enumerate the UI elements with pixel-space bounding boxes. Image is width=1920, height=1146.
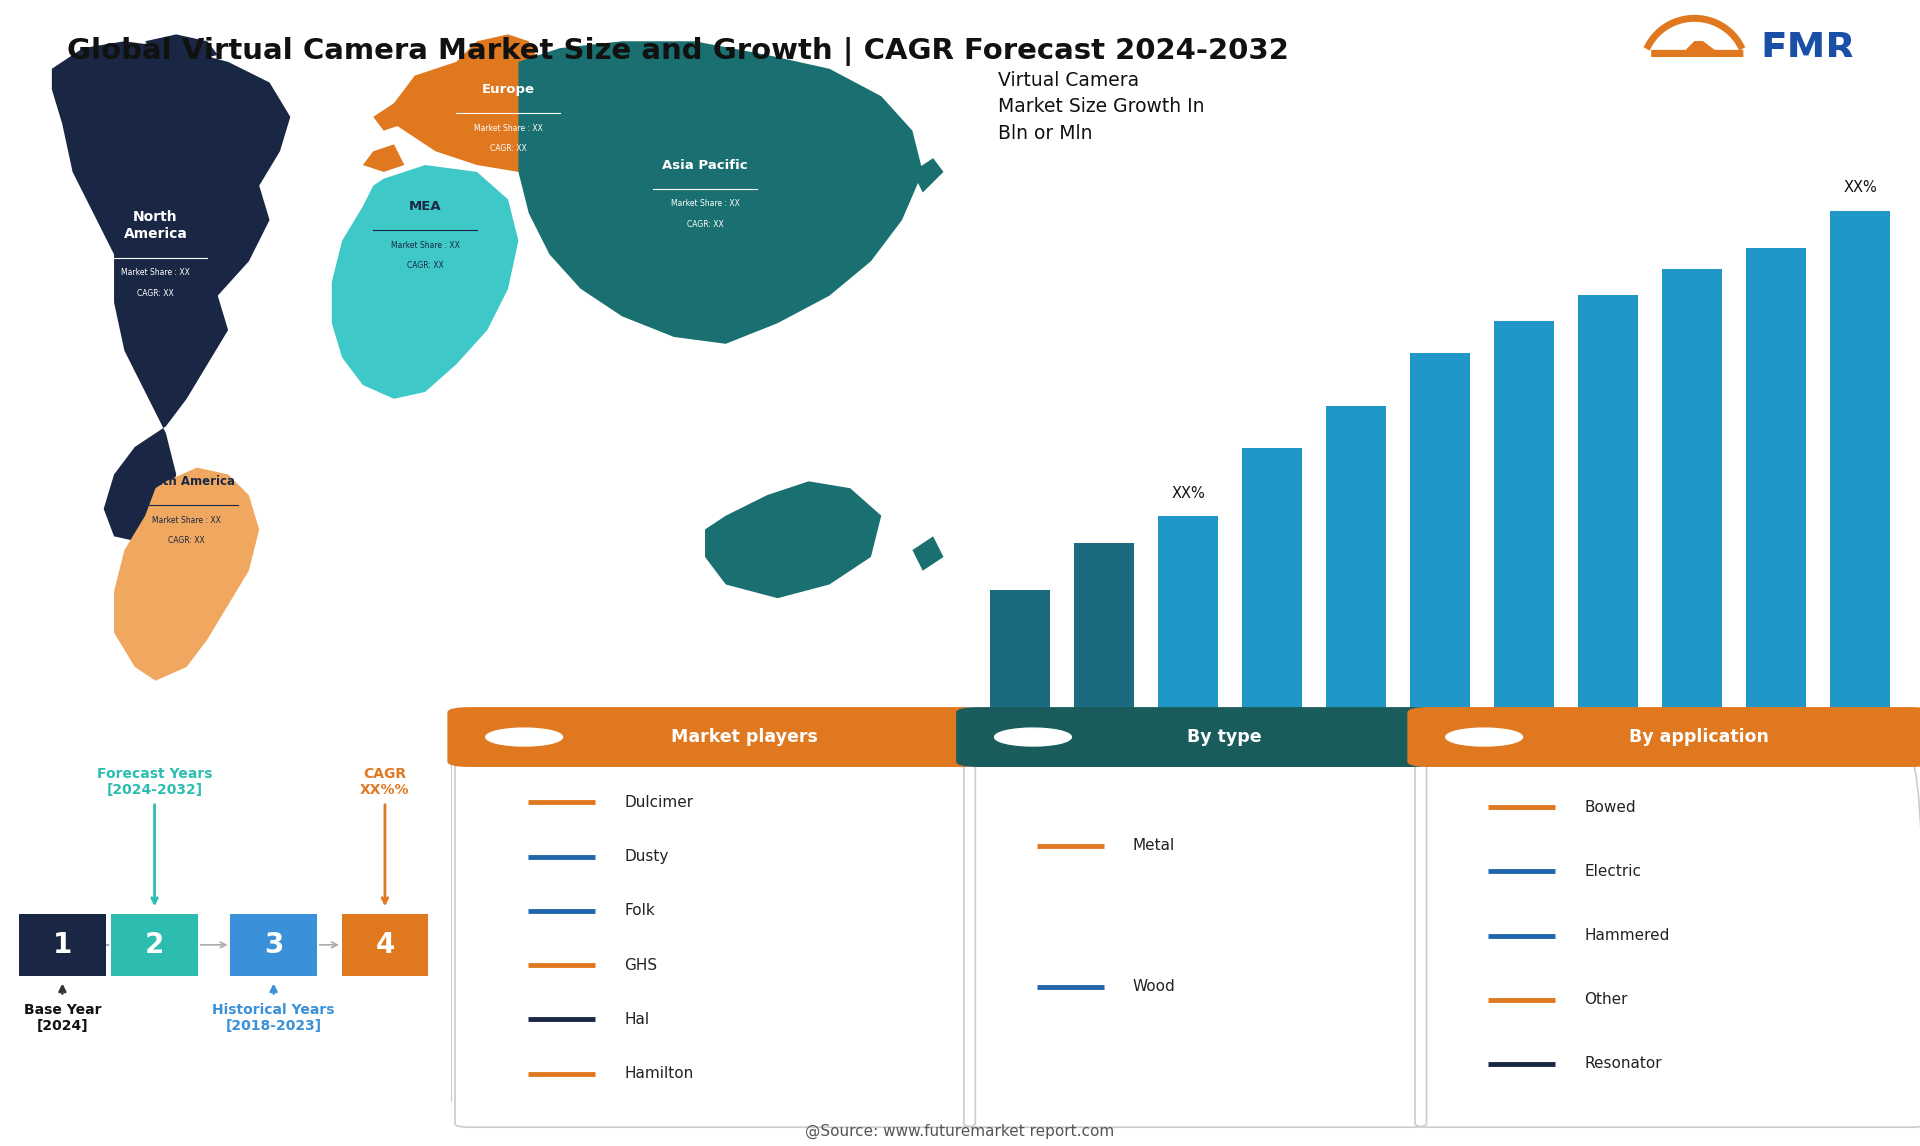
- Text: Market Share : XX: Market Share : XX: [121, 268, 190, 277]
- Polygon shape: [332, 165, 518, 399]
- Polygon shape: [518, 41, 924, 344]
- Text: MEA: MEA: [409, 201, 442, 213]
- Text: XX%: XX%: [1171, 486, 1206, 501]
- Text: Hammered: Hammered: [1584, 928, 1668, 943]
- Text: Market Share : XX: Market Share : XX: [670, 199, 739, 209]
- Text: Asia Pacific: Asia Pacific: [662, 159, 747, 172]
- Text: @Source: www.futuremarket report.com: @Source: www.futuremarket report.com: [804, 1124, 1116, 1139]
- Bar: [1409, 353, 1471, 722]
- Bar: [1242, 448, 1302, 722]
- Text: XX%: XX%: [1843, 180, 1878, 195]
- Text: Folk: Folk: [624, 903, 655, 918]
- Bar: [1158, 517, 1217, 722]
- Text: FUTURE MARKET REPORT: FUTURE MARKET REPORT: [1761, 91, 1849, 97]
- Text: Hamilton: Hamilton: [624, 1066, 693, 1082]
- Circle shape: [1446, 728, 1523, 746]
- FancyBboxPatch shape: [956, 707, 1434, 767]
- Text: CAGR
XX%%: CAGR XX%%: [361, 767, 409, 798]
- Bar: [230, 913, 317, 976]
- Text: By type: By type: [1187, 728, 1261, 746]
- Text: CAGR: XX: CAGR: XX: [136, 289, 175, 298]
- Text: Europe: Europe: [482, 84, 534, 96]
- Text: Resonator: Resonator: [1584, 1057, 1661, 1072]
- Text: 4: 4: [374, 931, 396, 959]
- Text: Historical Years
[2018-2023]: Historical Years [2018-2023]: [213, 1003, 334, 1034]
- Bar: [1745, 248, 1807, 722]
- Polygon shape: [705, 481, 881, 598]
- Polygon shape: [457, 34, 540, 62]
- Bar: [19, 913, 106, 976]
- Polygon shape: [52, 41, 290, 543]
- Text: Market Share : XX: Market Share : XX: [474, 124, 543, 133]
- Text: GHS: GHS: [624, 958, 657, 973]
- Text: Other: Other: [1584, 992, 1628, 1007]
- Text: Bowed: Bowed: [1584, 800, 1636, 815]
- Text: CAGR: XX: CAGR: XX: [490, 144, 526, 154]
- FancyBboxPatch shape: [447, 707, 983, 767]
- Text: 2: 2: [144, 931, 165, 959]
- Text: Forecast Years
[2024-2032]: Forecast Years [2024-2032]: [96, 767, 213, 798]
- Polygon shape: [363, 144, 405, 172]
- Text: FMR: FMR: [1761, 31, 1857, 69]
- Polygon shape: [146, 34, 217, 62]
- Text: 1: 1: [52, 931, 73, 959]
- Text: Market players: Market players: [670, 728, 818, 746]
- Polygon shape: [912, 158, 943, 193]
- Text: South America: South America: [138, 476, 234, 488]
- Bar: [111, 913, 198, 976]
- Text: CAGR: XX: CAGR: XX: [687, 220, 724, 229]
- Bar: [1073, 543, 1135, 722]
- Bar: [1578, 295, 1638, 722]
- Text: Global Virtual Camera Market Size and Growth | CAGR Forecast 2024-2032: Global Virtual Camera Market Size and Gr…: [67, 37, 1288, 65]
- Text: Wood: Wood: [1133, 980, 1175, 995]
- Polygon shape: [372, 103, 405, 131]
- Text: Metal: Metal: [1133, 838, 1175, 853]
- Circle shape: [486, 728, 563, 746]
- Text: Virtual Camera
Market Size Growth In
Bln or Mln: Virtual Camera Market Size Growth In Bln…: [998, 71, 1204, 142]
- Text: Dusty: Dusty: [624, 849, 668, 864]
- Bar: [1494, 321, 1555, 722]
- Text: By application: By application: [1630, 728, 1768, 746]
- Circle shape: [995, 728, 1071, 746]
- Polygon shape: [384, 55, 622, 172]
- FancyBboxPatch shape: [1407, 707, 1920, 767]
- Text: Base Year
[2024]: Base Year [2024]: [23, 1003, 102, 1034]
- Bar: [991, 590, 1050, 722]
- Text: 3: 3: [263, 931, 284, 959]
- Polygon shape: [1651, 41, 1743, 87]
- Bar: [1325, 406, 1386, 722]
- Text: Market Share : XX: Market Share : XX: [390, 241, 459, 250]
- Bar: [1830, 211, 1891, 722]
- Text: Hal: Hal: [624, 1012, 649, 1027]
- Text: Electric: Electric: [1584, 864, 1642, 879]
- Bar: [1663, 268, 1722, 722]
- Polygon shape: [113, 468, 259, 681]
- Text: Dulcimer: Dulcimer: [624, 794, 693, 810]
- Text: North
America: North America: [123, 211, 188, 241]
- Text: CAGR: XX: CAGR: XX: [407, 261, 444, 270]
- Bar: [342, 913, 428, 976]
- Text: Market Share : XX: Market Share : XX: [152, 516, 221, 525]
- Polygon shape: [912, 536, 943, 571]
- Text: CAGR: XX: CAGR: XX: [169, 536, 205, 545]
